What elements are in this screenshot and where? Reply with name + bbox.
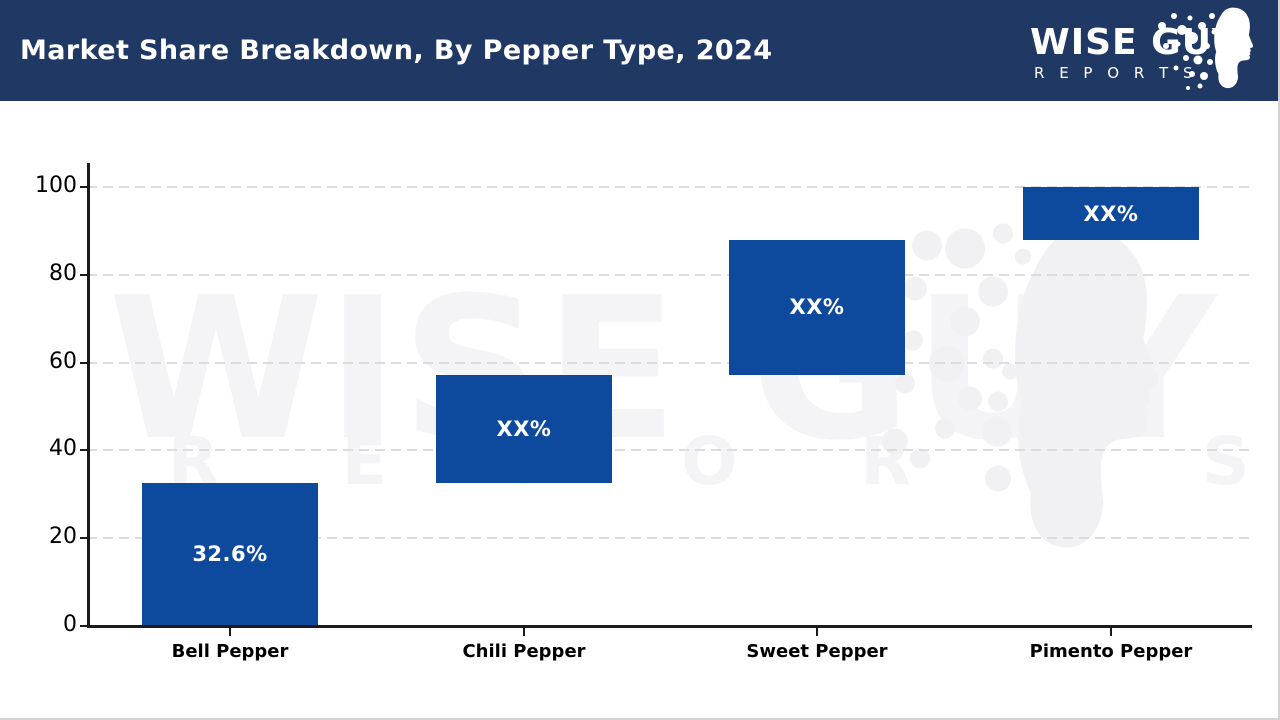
y-tick-40	[80, 449, 88, 452]
y-tick-label-80: 80	[49, 260, 77, 286]
y-tick-80	[80, 273, 88, 276]
gridline-60	[87, 361, 1251, 364]
chart-area: WISE GUY R E P O R T S 0 20 40 60 80 100 32.6%…	[0, 101, 1280, 718]
gridline-40	[87, 449, 1251, 452]
y-tick-label-0: 0	[63, 612, 77, 637]
header-bar: Market Share Breakdown, By Pepper Type, …	[0, 0, 1278, 101]
y-tick-20	[80, 537, 88, 540]
y-tick-label-40: 40	[49, 436, 77, 462]
logo-line2: R E P O R T S	[1034, 64, 1197, 82]
x-axis-line	[87, 625, 1252, 628]
x-category-label-sweet-pepper: Sweet Pepper	[746, 641, 888, 662]
y-tick-label-60: 60	[49, 348, 77, 374]
bar-value-label-sweet-pepper: XX%	[789, 295, 845, 320]
bar-chili-pepper: XX%	[436, 374, 612, 483]
y-tick-0	[80, 625, 88, 627]
y-tick-label-100: 100	[35, 173, 77, 198]
x-category-label-pimento-pepper: Pimento Pepper	[1029, 641, 1193, 662]
y-axis-line	[87, 163, 90, 628]
bar-value-label-chili-pepper: XX%	[496, 416, 552, 441]
bar-pimento-pepper: XX%	[1023, 187, 1199, 241]
x-tick-pimento-pepper	[1110, 628, 1112, 636]
bar-sweet-pepper: XX%	[729, 240, 905, 375]
logo-line1: WISE GUY	[1030, 22, 1239, 63]
bar-value-label-bell-pepper: 32.6%	[192, 542, 268, 567]
y-tick-label-20: 20	[49, 524, 77, 550]
bar-bell-pepper: 32.6%	[142, 482, 318, 626]
x-category-label-chili-pepper: Chili Pepper	[462, 641, 586, 662]
x-tick-chili-pepper	[523, 628, 525, 636]
x-category-label-bell-pepper: Bell Pepper	[171, 641, 289, 662]
bar-value-label-pimento-pepper: XX%	[1083, 201, 1139, 226]
wise-guy-logo: WISE GUY R E P O R T S	[1030, 7, 1254, 90]
gridline-80	[87, 273, 1251, 276]
gridline-20	[87, 537, 1251, 540]
y-tick-100	[80, 186, 88, 188]
gridline-100	[87, 186, 1251, 188]
logo-face-icon	[1158, 7, 1254, 90]
x-tick-bell-pepper	[229, 628, 231, 636]
x-tick-sweet-pepper	[816, 628, 818, 636]
watermark-text-line2: R E P O R T S	[168, 423, 1280, 500]
y-tick-60	[80, 361, 88, 364]
page-title: Market Share Breakdown, By Pepper Type, …	[20, 35, 773, 66]
